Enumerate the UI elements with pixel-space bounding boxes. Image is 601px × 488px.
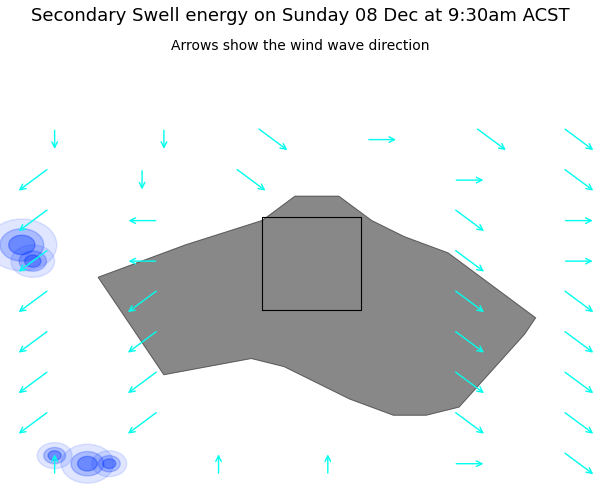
Circle shape	[48, 451, 61, 461]
Circle shape	[0, 229, 44, 261]
Circle shape	[99, 456, 120, 472]
Circle shape	[44, 447, 66, 464]
Circle shape	[103, 459, 116, 468]
Circle shape	[9, 235, 35, 255]
Circle shape	[61, 444, 114, 483]
Circle shape	[11, 245, 55, 277]
Text: Arrows show the wind wave direction: Arrows show the wind wave direction	[171, 39, 430, 53]
Circle shape	[25, 255, 41, 267]
Text: Secondary Swell energy on Sunday 08 Dec at 9:30am ACST: Secondary Swell energy on Sunday 08 Dec …	[31, 7, 570, 25]
Circle shape	[37, 443, 72, 468]
Circle shape	[92, 451, 127, 477]
Circle shape	[71, 451, 104, 476]
Circle shape	[19, 251, 46, 271]
Circle shape	[78, 456, 97, 471]
Circle shape	[0, 219, 57, 271]
Polygon shape	[99, 196, 535, 415]
